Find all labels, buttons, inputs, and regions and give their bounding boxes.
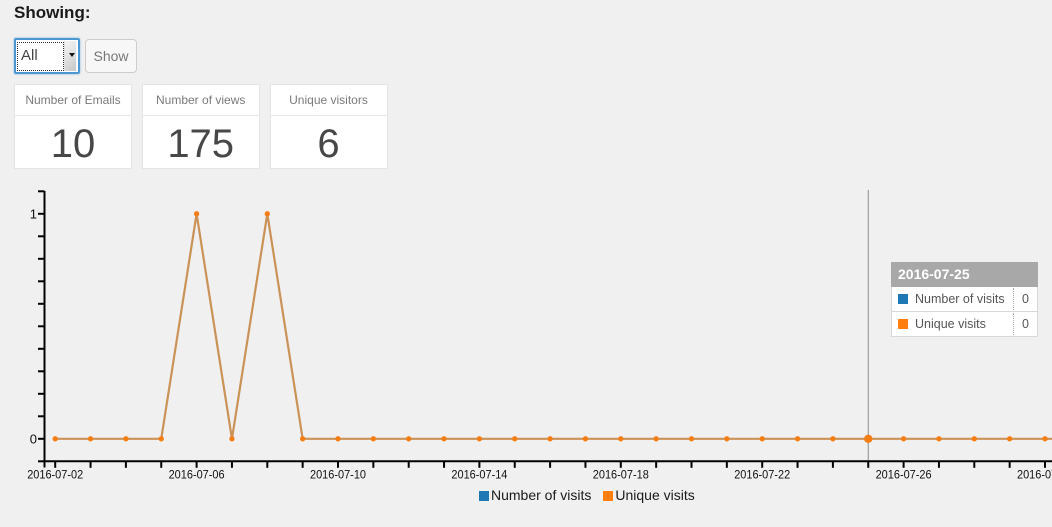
svg-text:2016-07-02: 2016-07-02 xyxy=(27,468,83,482)
svg-text:1: 1 xyxy=(30,206,37,221)
svg-text:2016-07-14: 2016-07-14 xyxy=(451,468,507,482)
svg-text:2016-07-26: 2016-07-26 xyxy=(876,468,932,482)
svg-text:2016-07-10: 2016-07-10 xyxy=(310,468,366,482)
svg-text:2016-07-06: 2016-07-06 xyxy=(169,468,225,482)
svg-text:0: 0 xyxy=(30,431,37,446)
svg-text:2016-07-22: 2016-07-22 xyxy=(734,468,790,482)
svg-text:2016-07-30: 2016-07-30 xyxy=(1017,468,1052,482)
svg-text:2016-07-18: 2016-07-18 xyxy=(593,468,649,482)
